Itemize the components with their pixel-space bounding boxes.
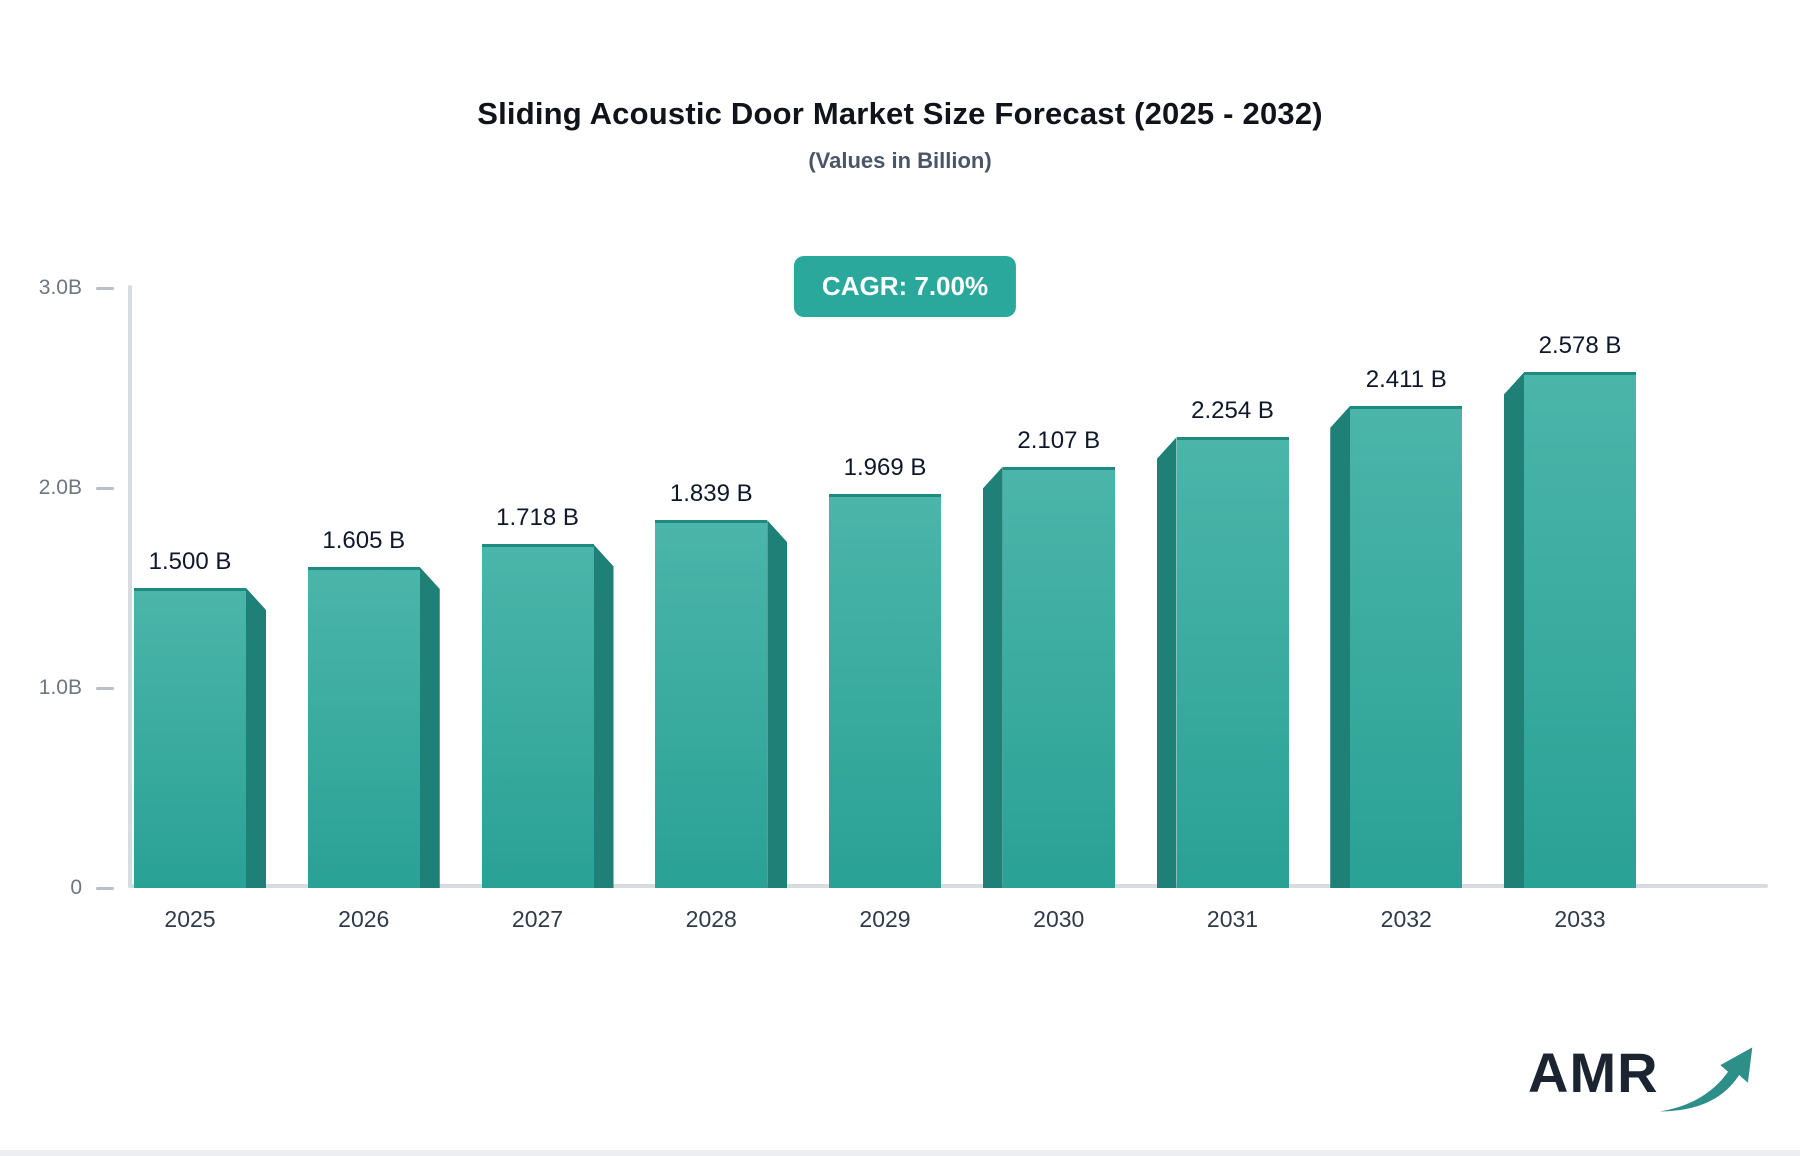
x-axis-line	[128, 884, 1768, 888]
x-tick-label-2031: 2031	[1206, 906, 1259, 932]
bar-2033	[1524, 372, 1636, 888]
bar-value-label-2031: 2.254 B	[1191, 397, 1274, 425]
bar-side-2033	[1504, 372, 1524, 888]
x-tick-label-2026: 2026	[338, 906, 390, 932]
bar-2030	[1002, 466, 1115, 888]
bar-value-label-2026: 1.605 B	[322, 527, 406, 554]
bar-2026	[307, 567, 420, 888]
y-tick-label-0: 0	[70, 876, 82, 899]
x-tick-label-2032: 2032	[1380, 906, 1432, 932]
bar-value-label-2025: 1.500 B	[148, 548, 232, 575]
chart-title: Sliding Acoustic Door Market Size Foreca…	[477, 96, 1323, 131]
bar-2025	[134, 588, 246, 888]
bar-value-label-2027: 1.718 B	[496, 504, 579, 532]
y-tick-mark	[96, 686, 114, 690]
amr-logo: AMR	[1528, 1032, 1758, 1122]
growth-arrow-icon	[1659, 1047, 1753, 1112]
bar-2031	[1176, 437, 1289, 888]
cagr-badge: CAGR: 7.00%	[793, 256, 1017, 317]
y-tick-mark	[96, 286, 114, 290]
bar-side-2031	[1156, 437, 1177, 888]
y-tick-label-1.0B: 1.0B	[38, 676, 82, 699]
bar-value-label-2033: 2.578 B	[1538, 332, 1622, 360]
x-tick-label-2025: 2025	[164, 906, 216, 932]
y-tick-label-3.0B: 3.0B	[38, 276, 82, 299]
bar-value-label-2028: 1.839 B	[669, 480, 753, 508]
y-tick-label-2.0B: 2.0B	[38, 476, 82, 499]
bar-side-2030	[982, 466, 1003, 888]
bar-value-label-2029: 1.969 B	[843, 454, 927, 482]
bar-value-label-2032: 2.411 B	[1365, 365, 1447, 393]
x-tick-label-2028: 2028	[685, 906, 737, 932]
bar-2032	[1350, 405, 1463, 888]
bar-side-2028	[767, 520, 788, 888]
y-tick-mark	[96, 886, 114, 890]
bar-side-2027	[593, 544, 614, 888]
bar-value-label-2030: 2.107 B	[1017, 426, 1101, 454]
x-tick-label-2027: 2027	[511, 906, 564, 932]
bar-side-2032	[1330, 405, 1351, 888]
amr-logo-text: AMR	[1528, 1041, 1659, 1104]
y-axis-line	[128, 285, 132, 888]
x-tick-label-2030: 2030	[1033, 906, 1085, 932]
x-tick-label-2033: 2033	[1554, 906, 1606, 932]
y-tick-mark	[96, 486, 114, 490]
bar-2027	[481, 544, 594, 888]
bar-2028	[655, 520, 768, 888]
x-tick-label-2029: 2029	[859, 906, 911, 932]
bar-side-2025	[246, 588, 266, 888]
page-bottom-edge	[0, 1150, 1800, 1156]
bar-2029	[829, 494, 941, 888]
chart-subtitle: (Values in Billion)	[808, 148, 992, 173]
bar-side-2026	[419, 567, 440, 888]
